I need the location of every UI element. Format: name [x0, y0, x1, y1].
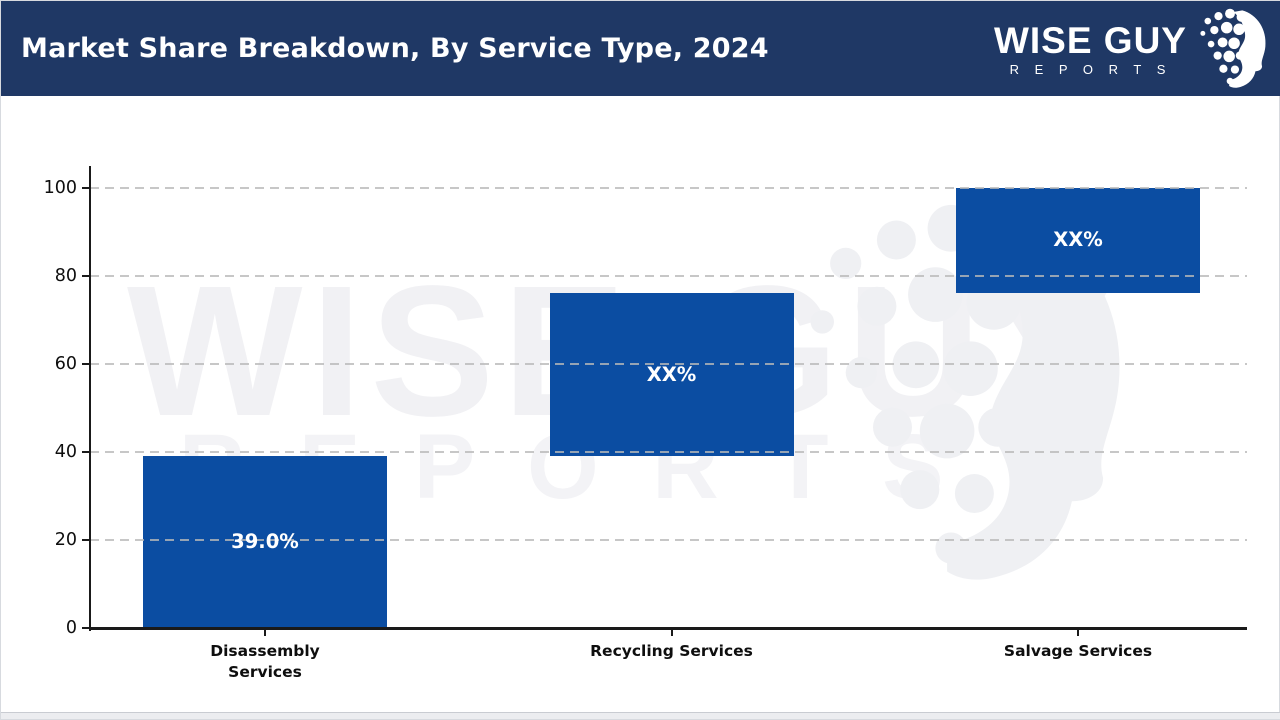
gridline [90, 186, 1247, 189]
y-tick-mark [82, 362, 89, 365]
y-tick-label: 100 [43, 177, 77, 198]
y-tick-label: 0 [65, 618, 77, 638]
x-axis-line [89, 627, 1247, 630]
wiseguy-logo: WISE GUY R E P O R T S [994, 7, 1267, 91]
footer-strip [1, 712, 1280, 719]
bar-value-label: 39.0% [231, 530, 299, 554]
y-tick-label: 40 [54, 441, 77, 462]
y-tick-label: 60 [54, 353, 77, 374]
logo-subtitle: R E P O R T S [1009, 61, 1172, 77]
y-tick-mark [82, 186, 89, 189]
x-tick-mark [264, 629, 266, 636]
gridline [90, 450, 1247, 453]
gridline [90, 274, 1247, 277]
x-category-label: Disassembly Services [210, 642, 320, 681]
y-axis-line [89, 166, 91, 631]
gridline [90, 362, 1247, 365]
x-category-label: Recycling Services [590, 642, 753, 660]
bar-segment [549, 293, 794, 457]
logo-wordmark: WISE GUY [993, 19, 1187, 61]
page-title: Market Share Breakdown, By Service Type,… [21, 33, 769, 64]
y-tick-mark [82, 538, 89, 541]
bar-value-label: XX% [1053, 228, 1103, 252]
y-tick-mark [82, 274, 89, 277]
y-tick-label: 20 [54, 529, 77, 550]
bar-segment [143, 456, 387, 628]
y-tick-mark [82, 627, 89, 629]
x-category-label: Salvage Services [1003, 642, 1153, 660]
wiseguy-face-icon [1200, 8, 1266, 88]
header-bar: Market Share Breakdown, By Service Type,… [1, 1, 1280, 96]
x-tick-mark [1077, 629, 1079, 636]
bar-value-label: XX% [646, 362, 697, 386]
wiseguy-logo-text: WISE GUY R E P O R T S [994, 22, 1187, 76]
y-tick-mark [82, 450, 89, 453]
x-tick-mark [670, 629, 673, 636]
y-tick-label: 80 [54, 265, 77, 286]
gridline [90, 538, 1247, 541]
